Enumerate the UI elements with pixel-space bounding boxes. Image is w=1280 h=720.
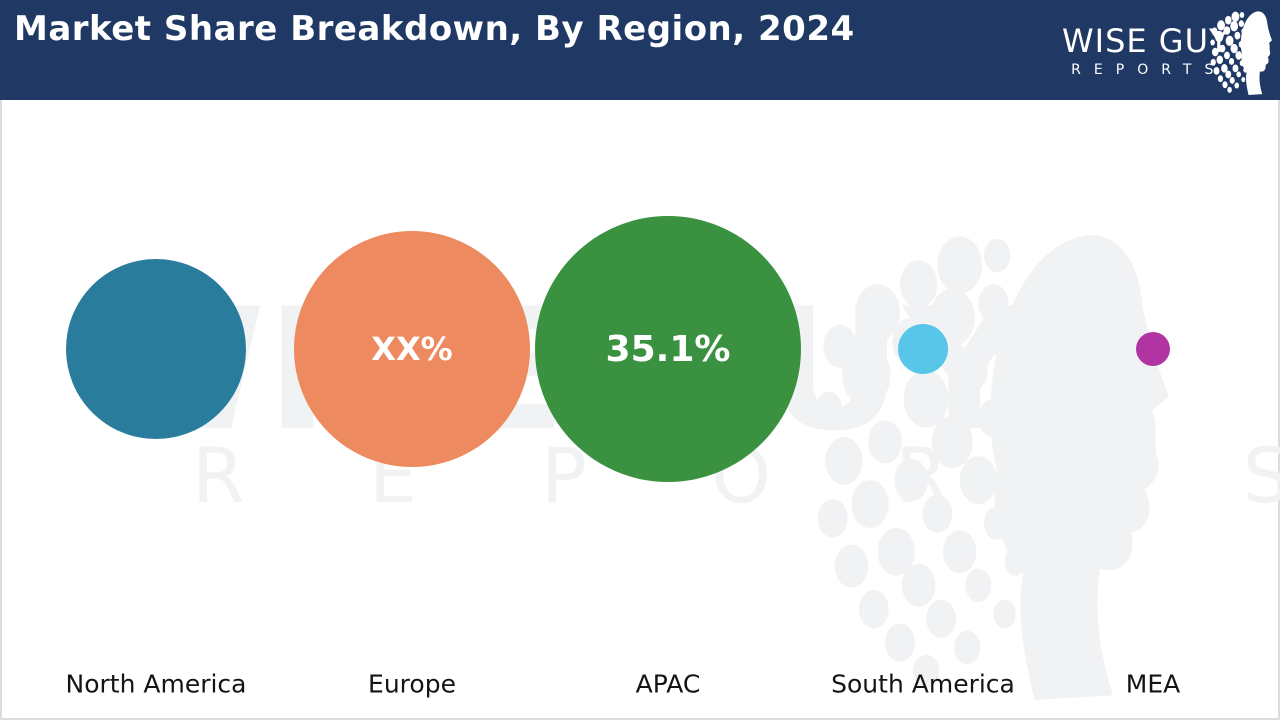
bubble-value-europe: XX% (371, 330, 453, 368)
bubble-north-america (66, 259, 246, 439)
wiseguy-logo: WISE GUY REPORTS (1024, 6, 1274, 96)
region-label-europe: Europe (368, 669, 456, 699)
logo-wordmark: WISE GUY (1062, 22, 1230, 60)
region-label-north-america: North America (65, 669, 247, 699)
bubble-south-america (898, 324, 948, 374)
region-label-apac: APAC (635, 669, 701, 699)
wiseguy-head-icon (1210, 9, 1272, 95)
wiseguy-logo-text: WISE GUY REPORTS (1062, 22, 1230, 78)
bubble-chart-panel: WISE GUY R E P O R T S XX%35.1% North Am… (0, 100, 1280, 720)
watermark-head-icon (814, 222, 1169, 700)
bubble-mea (1136, 332, 1170, 366)
region-label-south-america: South America (831, 669, 1015, 699)
bubble-europe: XX% (294, 231, 530, 467)
bubble-value-apac: 35.1% (605, 328, 731, 370)
region-label-mea: MEA (1125, 669, 1181, 699)
header-bar: Market Share Breakdown, By Region, 2024 … (0, 0, 1280, 100)
logo-subtitle: REPORTS (1071, 62, 1227, 78)
bubble-apac: 35.1% (535, 216, 801, 482)
page-title: Market Share Breakdown, By Region, 2024 (14, 9, 855, 49)
